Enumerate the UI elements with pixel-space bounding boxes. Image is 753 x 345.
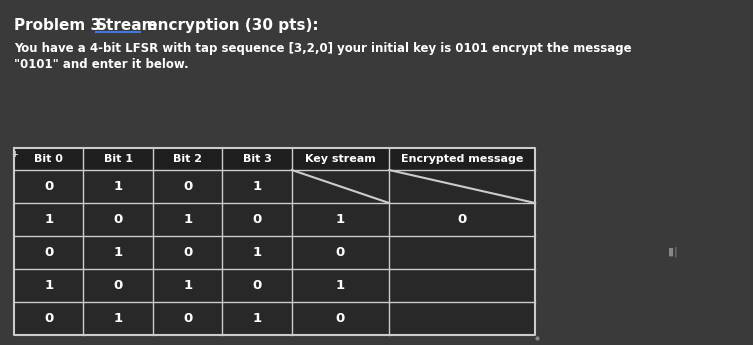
Text: 1: 1 <box>183 279 192 292</box>
Bar <box>222 203 292 236</box>
Text: 0: 0 <box>252 279 262 292</box>
Text: Bit 1: Bit 1 <box>104 154 133 164</box>
Text: Key stream: Key stream <box>305 154 376 164</box>
Bar <box>222 236 292 269</box>
Bar <box>153 203 222 236</box>
Bar <box>153 302 222 335</box>
Text: 0: 0 <box>336 312 345 325</box>
Bar <box>222 170 292 203</box>
Text: 0: 0 <box>44 312 53 325</box>
Text: 0: 0 <box>183 246 192 259</box>
Text: 1: 1 <box>252 246 262 259</box>
Text: "0101" and enter it below.: "0101" and enter it below. <box>14 58 188 71</box>
Text: Bit 3: Bit 3 <box>242 154 272 164</box>
Bar <box>14 236 84 269</box>
Text: 0: 0 <box>114 279 123 292</box>
Text: 0: 0 <box>252 213 262 226</box>
Text: 1: 1 <box>336 213 345 226</box>
Bar <box>222 302 292 335</box>
Bar <box>84 203 153 236</box>
Bar <box>389 236 535 269</box>
Text: 0: 0 <box>336 246 345 259</box>
Bar <box>153 236 222 269</box>
Text: You have a 4-bit LFSR with tap sequence [3,2,0] your initial key is 0101 encrypt: You have a 4-bit LFSR with tap sequence … <box>14 42 632 55</box>
Bar <box>389 302 535 335</box>
Text: 1: 1 <box>114 312 123 325</box>
Bar <box>84 302 153 335</box>
Text: 0: 0 <box>183 312 192 325</box>
Text: +: + <box>11 150 18 159</box>
Bar <box>292 236 389 269</box>
Bar <box>153 170 222 203</box>
Bar <box>84 269 153 302</box>
Text: encryption (30 pts):: encryption (30 pts): <box>142 18 319 33</box>
Bar <box>14 148 535 170</box>
Text: 0: 0 <box>183 180 192 193</box>
Text: Bit 0: Bit 0 <box>35 154 63 164</box>
Text: 0: 0 <box>114 213 123 226</box>
Bar <box>292 302 389 335</box>
Bar <box>84 170 153 203</box>
Bar <box>222 269 292 302</box>
Text: 1: 1 <box>44 279 53 292</box>
Text: 1: 1 <box>114 180 123 193</box>
Bar <box>14 302 84 335</box>
Bar <box>389 203 535 236</box>
Text: Stream: Stream <box>96 18 158 33</box>
Bar <box>84 236 153 269</box>
Text: Bit 2: Bit 2 <box>173 154 202 164</box>
Bar <box>14 170 84 203</box>
Text: 0: 0 <box>44 180 53 193</box>
Bar <box>389 170 535 203</box>
Bar <box>292 170 389 203</box>
Bar <box>14 269 84 302</box>
Text: 0: 0 <box>457 213 467 226</box>
Text: Encrypted message: Encrypted message <box>401 154 523 164</box>
Text: Problem 3: Problem 3 <box>14 18 111 33</box>
Bar <box>153 269 222 302</box>
Text: ▮|: ▮| <box>668 247 678 257</box>
Text: 1: 1 <box>336 279 345 292</box>
Bar <box>389 269 535 302</box>
Bar <box>292 269 389 302</box>
Text: 0: 0 <box>44 246 53 259</box>
Text: 1: 1 <box>252 312 262 325</box>
Text: 1: 1 <box>183 213 192 226</box>
Text: 1: 1 <box>252 180 262 193</box>
Text: 1: 1 <box>44 213 53 226</box>
Bar <box>292 203 389 236</box>
Bar <box>14 203 84 236</box>
Text: 1: 1 <box>114 246 123 259</box>
